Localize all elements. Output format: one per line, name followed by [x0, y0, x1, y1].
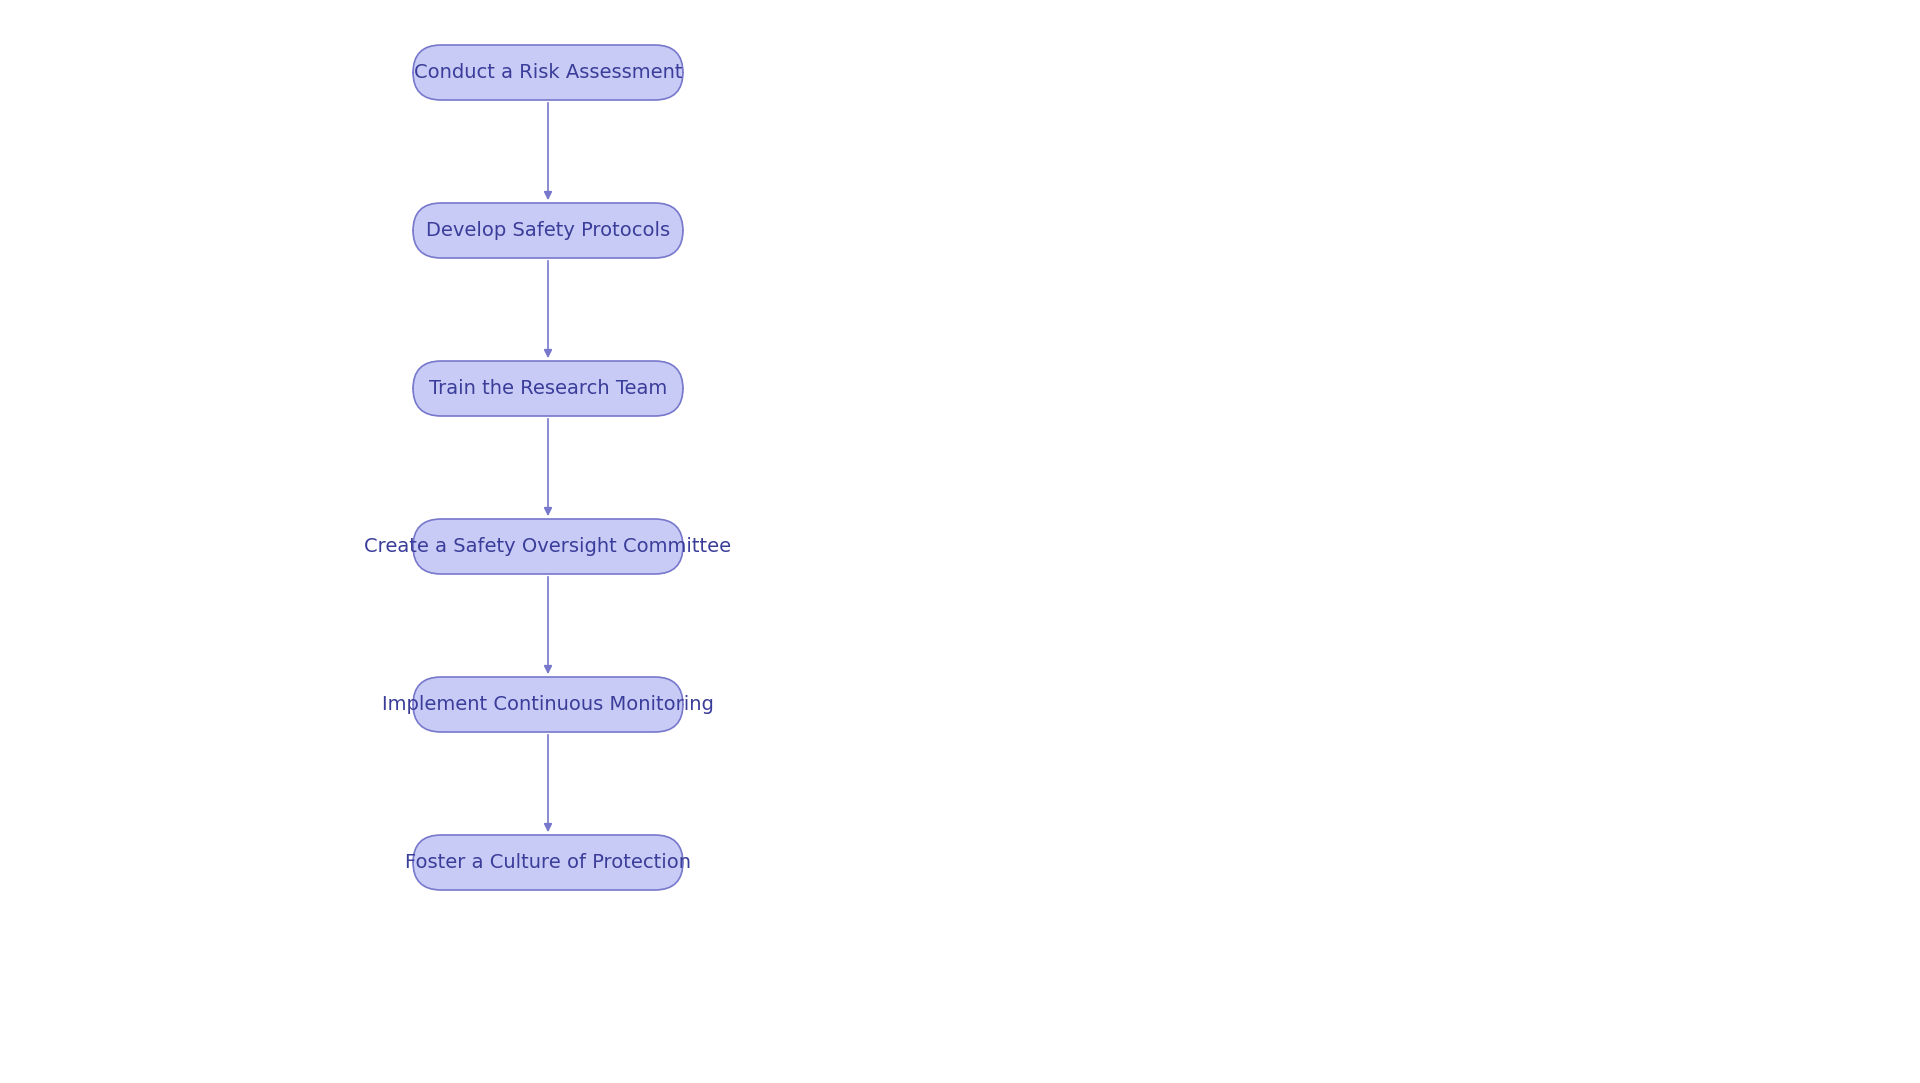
FancyBboxPatch shape — [413, 835, 684, 890]
Text: Conduct a Risk Assessment: Conduct a Risk Assessment — [413, 63, 682, 82]
FancyBboxPatch shape — [413, 677, 684, 732]
Text: Create a Safety Oversight Committee: Create a Safety Oversight Committee — [365, 537, 732, 556]
Text: Train the Research Team: Train the Research Team — [428, 379, 666, 397]
FancyBboxPatch shape — [413, 203, 684, 258]
FancyBboxPatch shape — [413, 45, 684, 100]
FancyBboxPatch shape — [413, 519, 684, 574]
FancyBboxPatch shape — [413, 361, 684, 416]
Text: Implement Continuous Monitoring: Implement Continuous Monitoring — [382, 695, 714, 714]
Text: Develop Safety Protocols: Develop Safety Protocols — [426, 221, 670, 240]
Text: Foster a Culture of Protection: Foster a Culture of Protection — [405, 853, 691, 872]
